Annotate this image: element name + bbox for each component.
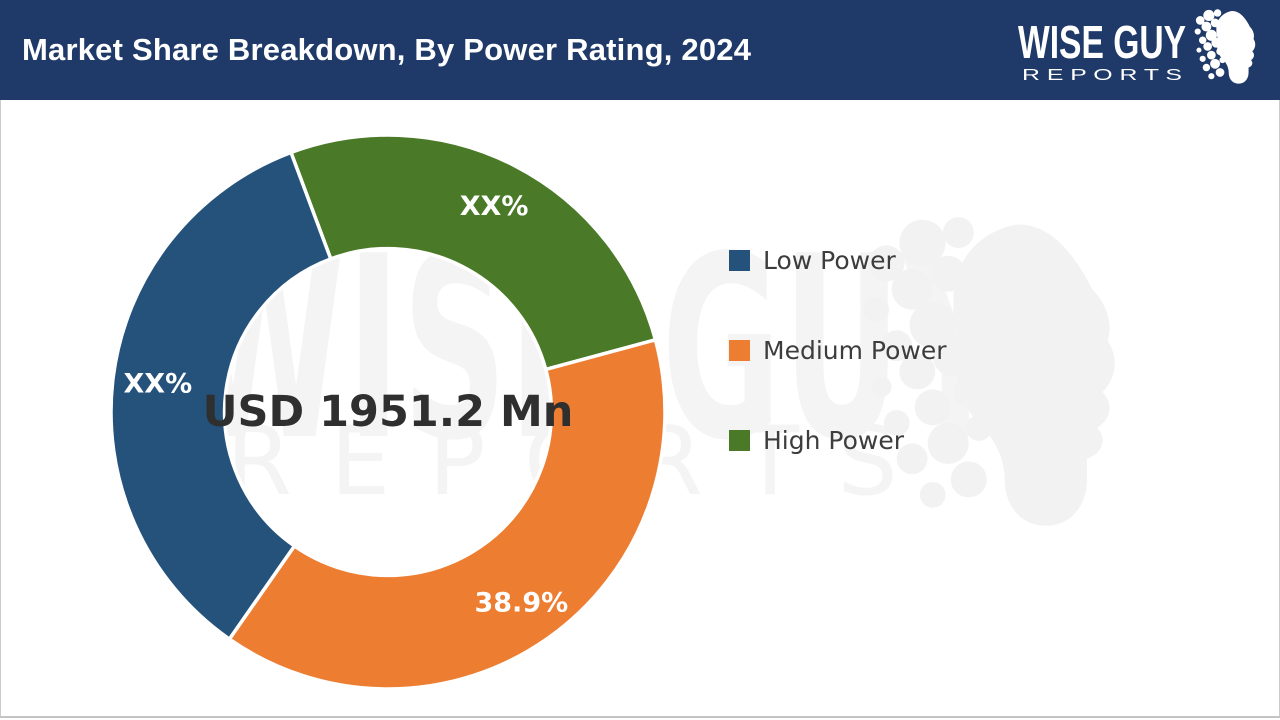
legend-swatch-medium-power bbox=[729, 339, 750, 361]
legend: Low Power Medium Power High Power bbox=[729, 240, 947, 510]
donut-segment-high-power bbox=[289, 133, 658, 372]
legend-label: Low Power bbox=[763, 245, 896, 275]
logo-subtext: R E P O R T S bbox=[1022, 67, 1182, 84]
donut-segment-medium-power bbox=[227, 338, 667, 691]
legend-item-low-power: Low Power bbox=[729, 240, 947, 280]
legend-swatch-high-power bbox=[729, 429, 750, 451]
segment-label: XX% bbox=[123, 368, 192, 399]
logo-face-icon bbox=[1194, 9, 1256, 84]
legend-swatch-low-power bbox=[729, 249, 750, 271]
donut-chart: XX% 38.9% XX% USD 1951.2 Mn bbox=[109, 133, 667, 691]
header-bar: Market Share Breakdown, By Power Rating,… bbox=[0, 0, 1280, 100]
legend-item-medium-power: Medium Power bbox=[729, 330, 947, 370]
page-title: Market Share Breakdown, By Power Rating,… bbox=[22, 32, 752, 67]
segment-label: 38.9% bbox=[474, 587, 568, 618]
donut-segment-low-power bbox=[109, 150, 333, 641]
brand-logo: WISE GUY R E P O R T S bbox=[1018, 9, 1256, 84]
segment-label: XX% bbox=[460, 191, 529, 222]
donut-segments: XX% 38.9% XX% bbox=[109, 133, 667, 691]
legend-label: Medium Power bbox=[763, 335, 947, 365]
watermark-face-icon bbox=[863, 217, 1115, 526]
logo-wordmark: WISE GUY bbox=[1018, 16, 1186, 68]
legend-label: High Power bbox=[763, 425, 904, 455]
chart-canvas: WISE GUY R E P O R T S XX%38.9%XX% USD 1… bbox=[0, 100, 1280, 718]
legend-item-high-power: High Power bbox=[729, 420, 947, 460]
center-value: USD 1951.2 Mn bbox=[203, 387, 574, 437]
